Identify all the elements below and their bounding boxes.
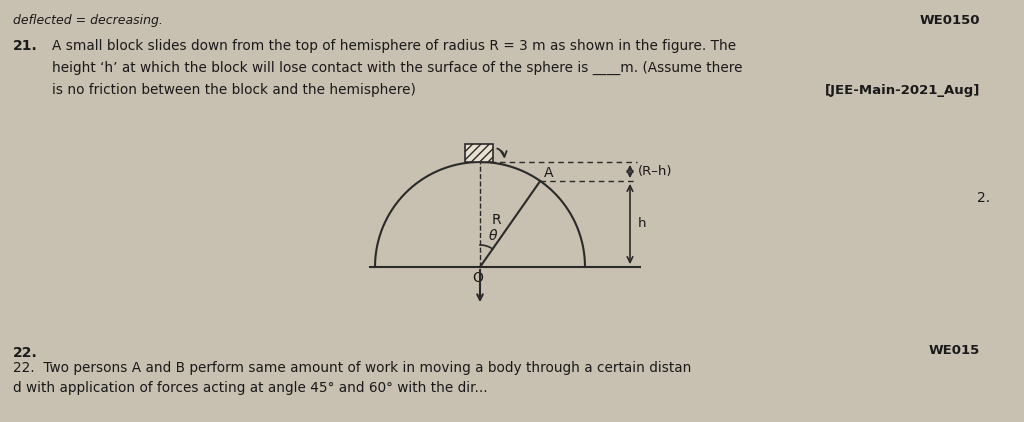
Text: 22.  Two persons A and B perform same amount of work in moving a body through a : 22. Two persons A and B perform same amo… xyxy=(13,361,691,375)
Text: h: h xyxy=(638,217,646,230)
Text: (R–h): (R–h) xyxy=(638,165,673,178)
Bar xyxy=(465,144,493,162)
Text: $\theta$: $\theta$ xyxy=(488,228,499,243)
Text: 21.: 21. xyxy=(13,39,38,53)
Text: 22.: 22. xyxy=(13,346,38,360)
Text: WE0150: WE0150 xyxy=(920,14,980,27)
Text: 2.: 2. xyxy=(977,191,990,205)
Text: A small block slides down from the top of hemisphere of radius R = 3 m as shown : A small block slides down from the top o… xyxy=(52,39,736,53)
Text: R: R xyxy=(493,213,502,227)
Text: is no friction between the block and the hemisphere): is no friction between the block and the… xyxy=(52,83,416,97)
Text: d with application of forces acting at angle 45° and 60° with the dir...: d with application of forces acting at a… xyxy=(13,381,487,395)
Text: WE015: WE015 xyxy=(929,344,980,357)
Text: [JEE-Main-2021_Aug]: [JEE-Main-2021_Aug] xyxy=(824,84,980,97)
Text: deflected = decreasing.: deflected = decreasing. xyxy=(13,14,163,27)
Text: A: A xyxy=(544,166,554,180)
Text: height ‘h’ at which the block will lose contact with the surface of the sphere i: height ‘h’ at which the block will lose … xyxy=(52,61,742,75)
Text: O: O xyxy=(472,271,483,285)
